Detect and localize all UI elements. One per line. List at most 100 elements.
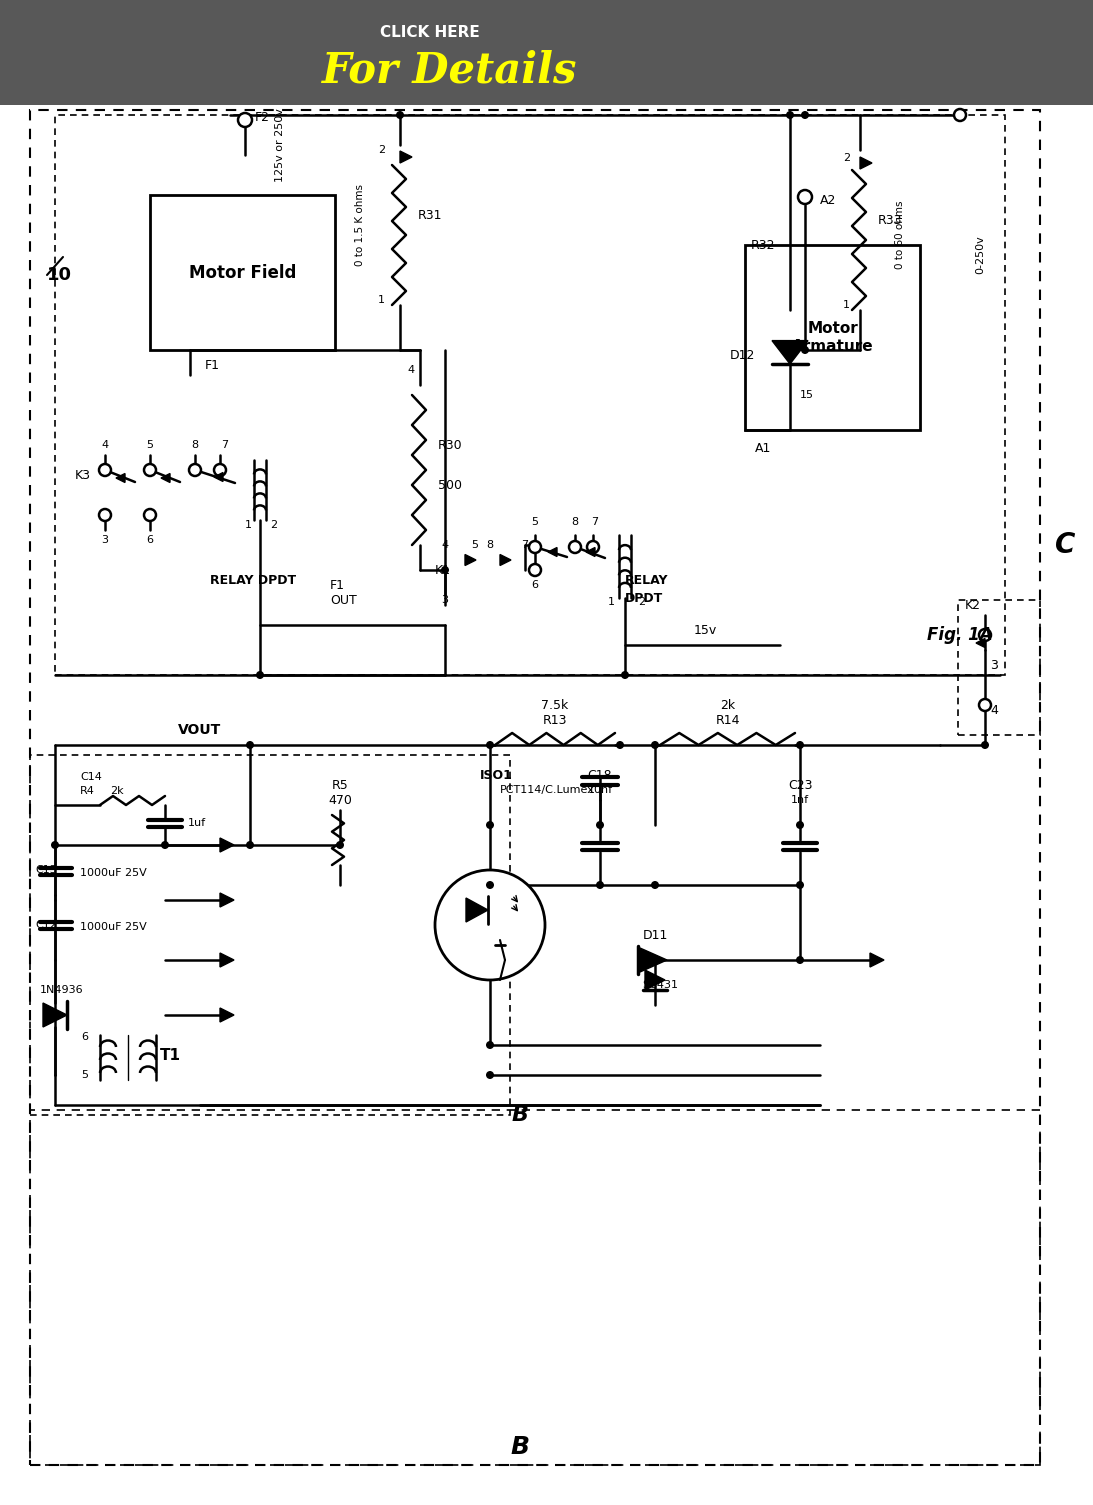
Text: 5: 5 — [471, 540, 479, 549]
Circle shape — [982, 740, 989, 749]
Circle shape — [238, 113, 252, 126]
Text: R4: R4 — [80, 786, 95, 796]
Text: C12: C12 — [35, 920, 57, 930]
Text: 7: 7 — [521, 540, 529, 549]
Text: Motor Field: Motor Field — [189, 263, 296, 281]
Text: Motor
Armature: Motor Armature — [791, 321, 873, 354]
Text: 7: 7 — [222, 439, 228, 450]
Text: 5: 5 — [531, 518, 539, 527]
Circle shape — [214, 464, 226, 476]
Text: 0 to 60 ohms: 0 to 60 ohms — [895, 200, 905, 269]
Text: 8: 8 — [572, 518, 578, 527]
Circle shape — [51, 841, 59, 849]
Text: R5: R5 — [331, 778, 349, 792]
Text: 1nf: 1nf — [791, 795, 809, 805]
Text: 2: 2 — [638, 597, 645, 607]
Text: R32: R32 — [751, 238, 775, 251]
Text: C18: C18 — [588, 769, 612, 781]
Text: 2: 2 — [270, 521, 278, 530]
Polygon shape — [548, 548, 557, 557]
Text: 1: 1 — [608, 597, 615, 607]
Text: B: B — [512, 1105, 529, 1126]
Text: A2: A2 — [820, 194, 836, 206]
Circle shape — [161, 841, 169, 849]
Bar — [957, 600, 1041, 734]
Text: K3: K3 — [75, 468, 91, 482]
Text: B: B — [510, 1434, 529, 1458]
Circle shape — [529, 564, 541, 576]
Polygon shape — [220, 1008, 234, 1022]
Text: 8: 8 — [486, 540, 494, 549]
Circle shape — [486, 1072, 494, 1079]
Circle shape — [336, 841, 344, 849]
Polygon shape — [645, 971, 665, 990]
Text: F2: F2 — [255, 110, 270, 123]
Bar — [55, 114, 1004, 676]
Text: 5: 5 — [146, 439, 153, 450]
Circle shape — [529, 540, 541, 552]
Text: C23: C23 — [788, 778, 812, 792]
Text: T1: T1 — [160, 1047, 180, 1063]
Polygon shape — [976, 638, 985, 647]
Text: For Details: For Details — [322, 50, 578, 90]
Text: 15: 15 — [800, 390, 814, 400]
Text: 5: 5 — [81, 1070, 89, 1081]
Circle shape — [801, 346, 809, 354]
Text: R30: R30 — [438, 438, 462, 452]
Polygon shape — [586, 548, 595, 557]
Circle shape — [189, 464, 201, 476]
Text: 10: 10 — [47, 266, 72, 284]
Circle shape — [796, 822, 804, 829]
Text: C13: C13 — [35, 865, 57, 874]
Text: PCT114/C.Lumex: PCT114/C.Lumex — [500, 786, 595, 795]
Circle shape — [569, 540, 581, 552]
Text: VOUT: VOUT — [178, 722, 222, 737]
Text: D11: D11 — [643, 929, 668, 942]
Circle shape — [979, 629, 991, 641]
Text: 7: 7 — [591, 518, 599, 527]
Polygon shape — [772, 340, 808, 364]
Text: 2k: 2k — [110, 786, 124, 796]
Text: R14: R14 — [715, 713, 740, 727]
Circle shape — [440, 566, 449, 573]
Text: 6: 6 — [531, 579, 539, 590]
Text: 2: 2 — [378, 144, 385, 155]
Text: 3: 3 — [990, 659, 998, 671]
Text: 1uf: 1uf — [188, 819, 207, 828]
Text: 2k: 2k — [720, 698, 736, 712]
Text: 15v: 15v — [693, 623, 717, 637]
Text: F1: F1 — [330, 578, 345, 591]
Circle shape — [99, 509, 111, 521]
Circle shape — [486, 1041, 494, 1049]
Bar — [150, 196, 334, 351]
Text: R33: R33 — [878, 214, 903, 226]
Text: 4: 4 — [442, 540, 448, 549]
Text: D12: D12 — [730, 349, 755, 361]
Polygon shape — [400, 150, 412, 163]
Text: K1: K1 — [435, 563, 451, 576]
Polygon shape — [500, 554, 512, 566]
Text: 0 to 1.5 K ohms: 0 to 1.5 K ohms — [355, 184, 365, 266]
Text: 10nf: 10nf — [587, 786, 612, 795]
Circle shape — [396, 111, 404, 119]
Bar — [745, 245, 920, 430]
Circle shape — [801, 111, 809, 119]
Text: 3: 3 — [102, 534, 108, 545]
Text: 7.5k: 7.5k — [541, 698, 568, 712]
Text: F1: F1 — [205, 358, 220, 372]
Circle shape — [256, 671, 265, 679]
Circle shape — [435, 870, 545, 980]
Text: CLICK HERE: CLICK HERE — [380, 24, 480, 39]
Circle shape — [954, 108, 966, 120]
Text: 1000uF 25V: 1000uF 25V — [80, 923, 146, 932]
Circle shape — [596, 880, 604, 889]
Circle shape — [621, 671, 628, 679]
Text: DPDT: DPDT — [625, 591, 663, 605]
Text: 4: 4 — [990, 703, 998, 716]
Text: 6: 6 — [146, 534, 153, 545]
Circle shape — [651, 880, 659, 889]
Polygon shape — [640, 948, 667, 972]
Circle shape — [486, 880, 494, 889]
Text: C: C — [1055, 531, 1076, 558]
Circle shape — [587, 540, 599, 552]
